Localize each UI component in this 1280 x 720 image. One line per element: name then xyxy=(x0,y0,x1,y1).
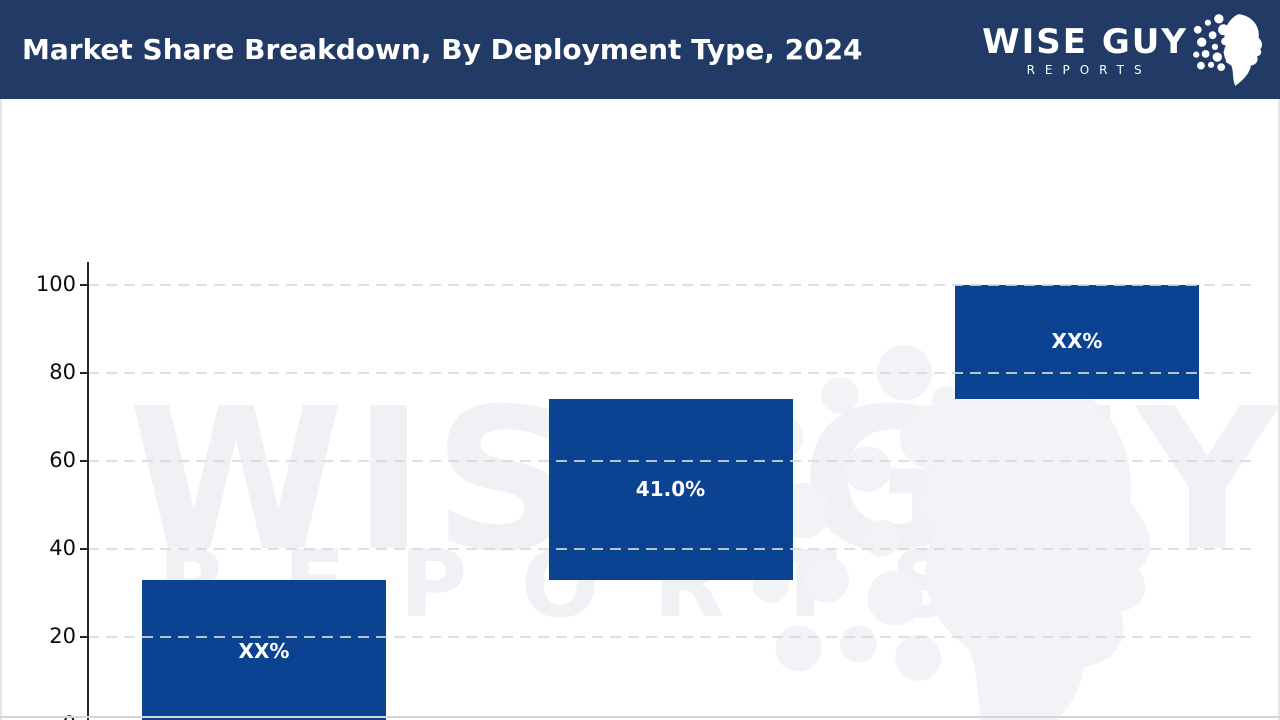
plot-area: WISE GUY REPORTS 020406080100On-Premises… xyxy=(0,99,1280,720)
wiseguy-face-icon xyxy=(1193,14,1263,86)
y-tick-label: 40 xyxy=(49,536,76,560)
grid-line xyxy=(88,548,1253,550)
figure-border-right xyxy=(1278,99,1280,720)
y-tick-label: 100 xyxy=(35,272,76,296)
y-tick-label: 60 xyxy=(49,448,76,472)
y-tick xyxy=(80,548,88,550)
bar-value-label: XX% xyxy=(238,639,290,664)
y-tick-label: 20 xyxy=(49,624,76,648)
y-tick xyxy=(80,636,88,638)
wiseguy-logo: WISE GUY REPORTS xyxy=(982,6,1268,94)
wiseguy-logo-text: WISE GUY REPORTS xyxy=(982,24,1188,77)
grid-line xyxy=(88,372,1253,374)
y-axis-line xyxy=(87,262,89,720)
figure-border-bottom xyxy=(0,716,1280,718)
logo-subtext: REPORTS xyxy=(1026,62,1152,77)
grid-line xyxy=(88,636,1253,638)
bar-value-label: 41.0% xyxy=(635,476,706,501)
y-tick xyxy=(80,284,88,286)
header-band: Market Share Breakdown, By Deployment Ty… xyxy=(0,0,1280,99)
y-tick xyxy=(80,372,88,374)
grid-line xyxy=(88,460,1253,462)
bar-value-label: XX% xyxy=(1051,329,1103,354)
y-tick-label: 80 xyxy=(49,360,76,384)
chart-title: Market Share Breakdown, By Deployment Ty… xyxy=(22,33,863,66)
logo-wordmark: WISE GUY xyxy=(982,21,1188,62)
bar xyxy=(955,285,1199,400)
grid-line xyxy=(88,284,1253,286)
y-tick xyxy=(80,460,88,462)
figure-border-left xyxy=(0,99,2,720)
watermark-face-icon xyxy=(752,322,1151,720)
bar xyxy=(142,579,386,720)
